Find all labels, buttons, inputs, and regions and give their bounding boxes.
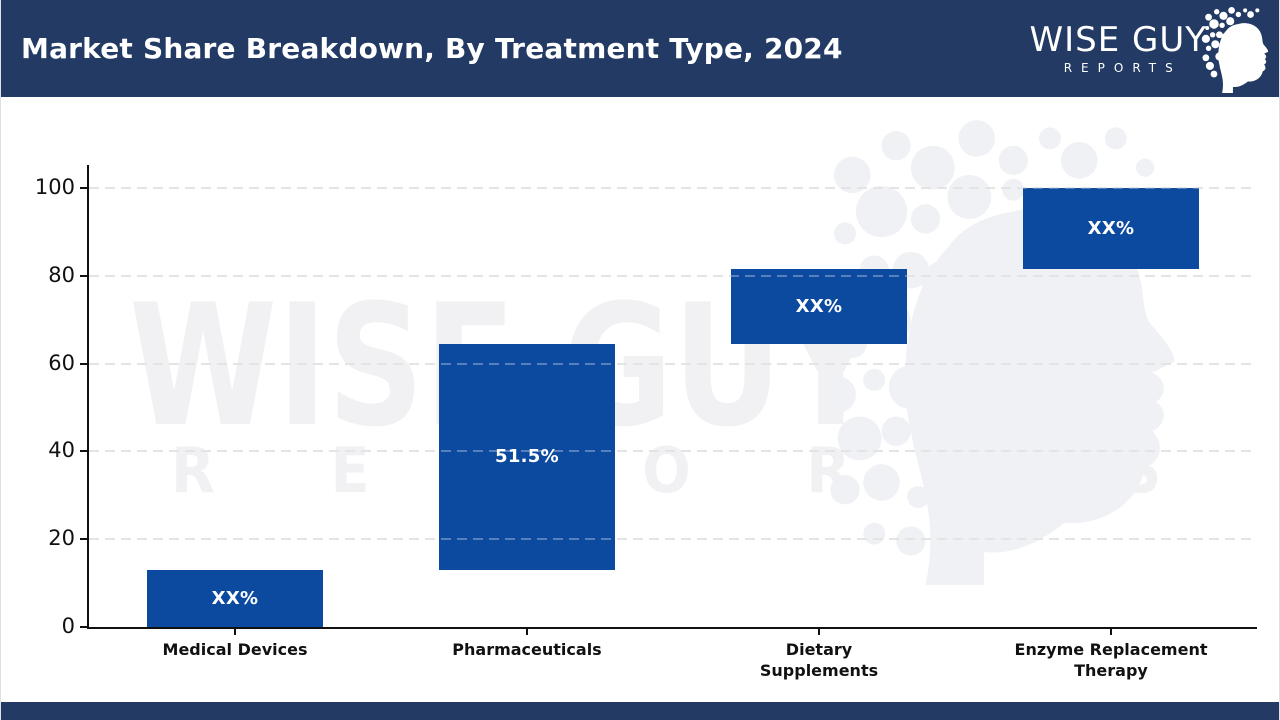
y-tick-mark-0 [80,626,88,628]
x-tick-mark-2 [818,627,820,635]
bar-dietary-supplements: XX% [731,269,907,344]
logo-wiseguy-label: WISE GUY [1029,19,1207,60]
bar-value-label: XX% [211,587,259,609]
gridline-overlay-80 [89,274,1257,277]
y-tick-mark-60 [80,362,88,365]
logo-text: WISE GUY REPORTS [1029,23,1207,75]
watermark-face-icon [823,120,1175,585]
y-tick-mark-80 [80,274,88,277]
x-axis-spine [87,627,1257,629]
x-category-label-3: Enzyme Replacement Therapy [1014,640,1208,680]
wise-guy-reports-logo: WISE GUY REPORTS [1029,5,1279,93]
y-tick-mark-100 [80,187,88,189]
x-tick-mark-1 [526,627,528,635]
bar-pharmaceuticals: 51.5% [439,343,615,570]
x-category-label-1: Pharmaceuticals [452,640,602,659]
gridline-20 [89,538,1257,541]
gridline-80 [89,274,1257,277]
gridline-overlay-100 [89,187,1257,189]
bar-enzyme-replacement-therapy: XX% [1023,188,1199,270]
chart-title: Market Share Breakdown, By Treatment Typ… [21,32,843,65]
y-tick-mark-40 [80,450,88,453]
gridline-60 [89,362,1257,365]
y-tick-label-40: 40 [48,438,75,463]
gridline-overlay-40 [89,450,1257,453]
x-category-label-0: Medical Devices [162,640,308,659]
bar-value-label: XX% [1087,218,1135,240]
bar-value-label: 51.5% [495,446,559,468]
gridline-overlay-60 [89,362,1257,365]
gridline-40 [89,450,1257,453]
footer-bar [1,702,1279,720]
y-tick-mark-20 [80,538,88,541]
logo-face-icon [1201,6,1269,93]
y-tick-label-0: 0 [61,614,75,638]
bar-value-label: XX% [795,296,843,318]
x-category-label-2: Dietary Supplements [759,640,879,680]
y-tick-label-100: 100 [34,175,75,199]
y-axis-spine [87,165,89,629]
x-tick-mark-0 [234,627,236,635]
y-tick-label-80: 80 [48,262,75,287]
gridline-overlay-20 [89,538,1257,541]
logo-reports-label: REPORTS [1063,60,1182,75]
x-tick-mark-3 [1110,627,1112,635]
bar-medical-devices: XX% [147,569,323,627]
y-tick-label-20: 20 [48,526,75,551]
header-bar: Market Share Breakdown, By Treatment Typ… [1,0,1279,97]
gridline-100 [89,187,1257,189]
y-tick-label-60: 60 [48,350,75,375]
